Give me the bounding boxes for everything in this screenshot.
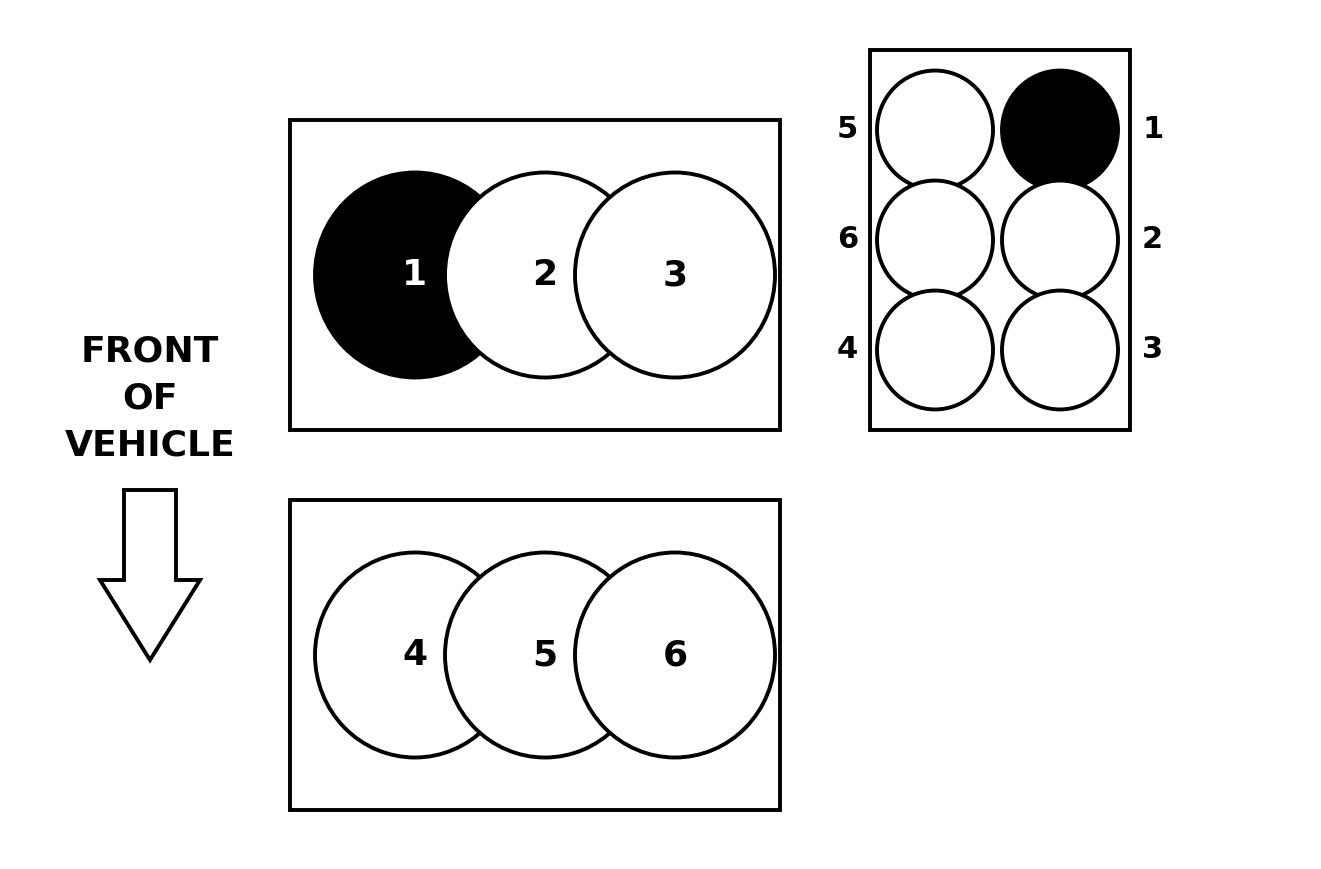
Text: 3: 3 — [1141, 335, 1162, 364]
Ellipse shape — [445, 553, 645, 758]
Text: 5: 5 — [532, 638, 557, 672]
Ellipse shape — [877, 70, 993, 189]
Bar — [871, 50, 1129, 430]
Text: FRONT: FRONT — [81, 335, 219, 369]
Text: 1: 1 — [1141, 116, 1164, 144]
Text: VEHICLE: VEHICLE — [65, 428, 235, 462]
Text: 3: 3 — [662, 258, 687, 292]
Ellipse shape — [877, 290, 993, 409]
Ellipse shape — [314, 553, 515, 758]
Ellipse shape — [314, 173, 515, 377]
Ellipse shape — [575, 553, 775, 758]
Text: 2: 2 — [1141, 225, 1162, 255]
Polygon shape — [100, 490, 199, 660]
Text: OF: OF — [123, 381, 178, 415]
Text: 2: 2 — [532, 258, 557, 292]
Text: 4: 4 — [836, 335, 859, 364]
Ellipse shape — [575, 173, 775, 377]
Text: 6: 6 — [836, 225, 859, 255]
Ellipse shape — [877, 181, 993, 300]
Ellipse shape — [445, 173, 645, 377]
Ellipse shape — [1003, 290, 1118, 409]
Text: 5: 5 — [836, 116, 859, 144]
Ellipse shape — [1003, 70, 1118, 189]
Bar — [291, 500, 779, 810]
Text: 6: 6 — [662, 638, 687, 672]
Ellipse shape — [1003, 181, 1118, 300]
Text: 1: 1 — [403, 258, 428, 292]
Text: 4: 4 — [403, 638, 428, 672]
Bar — [291, 120, 779, 430]
